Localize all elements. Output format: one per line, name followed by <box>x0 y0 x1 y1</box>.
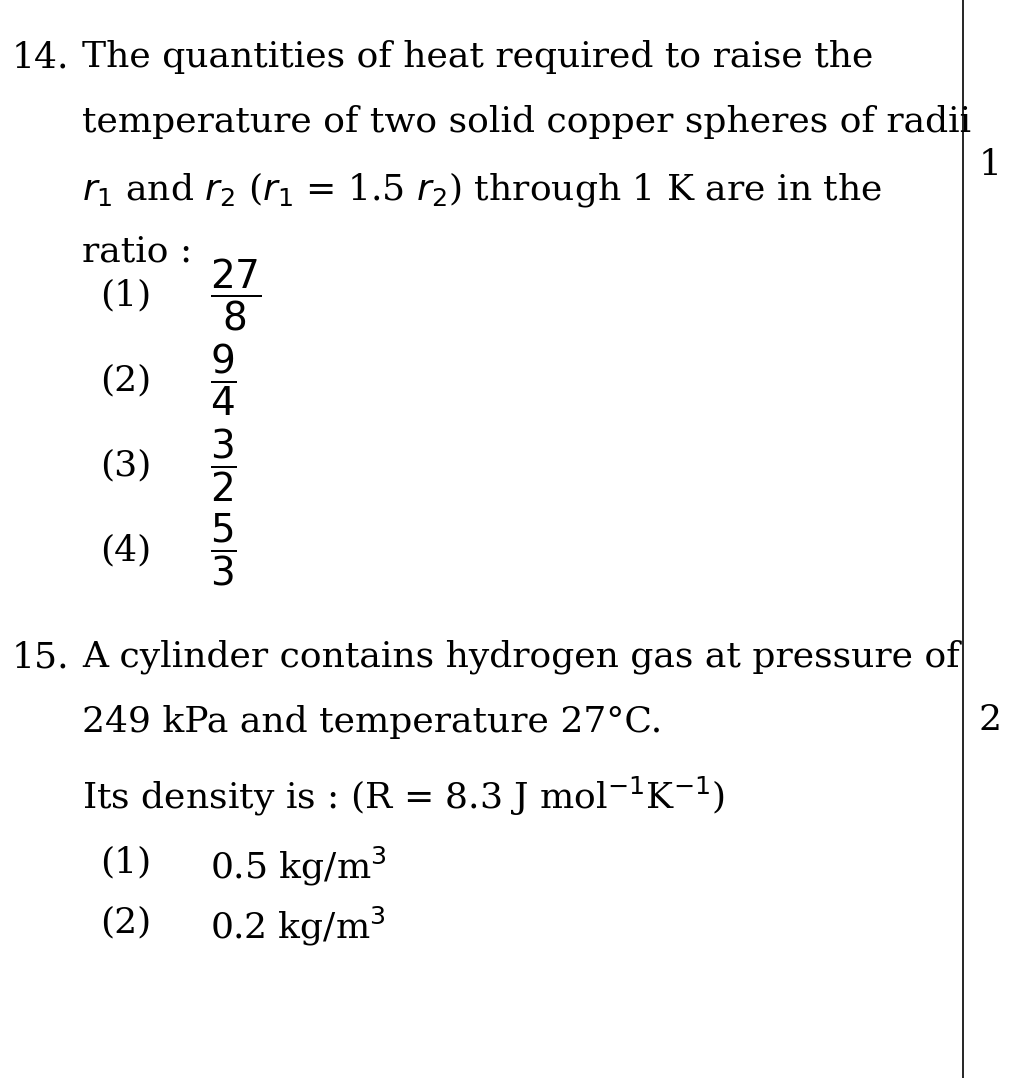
Text: 1: 1 <box>979 148 1001 182</box>
Text: 14.: 14. <box>12 40 70 74</box>
Text: A cylinder contains hydrogen gas at pressure of: A cylinder contains hydrogen gas at pres… <box>82 640 959 675</box>
Text: $\dfrac{9}{4}$: $\dfrac{9}{4}$ <box>210 342 237 418</box>
Text: 15.: 15. <box>12 640 70 674</box>
Text: (3): (3) <box>100 448 152 482</box>
Text: 0.5 kg/m$^3$: 0.5 kg/m$^3$ <box>210 845 387 888</box>
Text: (1): (1) <box>100 278 152 312</box>
Text: (4): (4) <box>100 533 152 567</box>
Text: $\dfrac{3}{2}$: $\dfrac{3}{2}$ <box>210 427 237 503</box>
Text: $r_1$ and $r_2$ ($r_1$ = 1.5 $r_2$) through 1 K are in the: $r_1$ and $r_2$ ($r_1$ = 1.5 $r_2$) thro… <box>82 170 882 209</box>
Text: The quantities of heat required to raise the: The quantities of heat required to raise… <box>82 40 873 74</box>
Text: (2): (2) <box>100 906 152 939</box>
Text: 0.2 kg/m$^3$: 0.2 kg/m$^3$ <box>210 906 386 949</box>
Text: temperature of two solid copper spheres of radii: temperature of two solid copper spheres … <box>82 105 971 139</box>
Text: (2): (2) <box>100 363 152 397</box>
Text: $\dfrac{5}{3}$: $\dfrac{5}{3}$ <box>210 512 237 589</box>
Text: 249 kPa and temperature 27°C.: 249 kPa and temperature 27°C. <box>82 705 663 740</box>
Text: 2: 2 <box>979 703 1001 737</box>
Text: Its density is : (R = 8.3 J mol$^{-1}$K$^{-1}$): Its density is : (R = 8.3 J mol$^{-1}$K$… <box>82 775 725 818</box>
Text: $\dfrac{27}{8}$: $\dfrac{27}{8}$ <box>210 257 261 333</box>
Text: (1): (1) <box>100 845 152 879</box>
Text: ratio :: ratio : <box>82 235 193 270</box>
